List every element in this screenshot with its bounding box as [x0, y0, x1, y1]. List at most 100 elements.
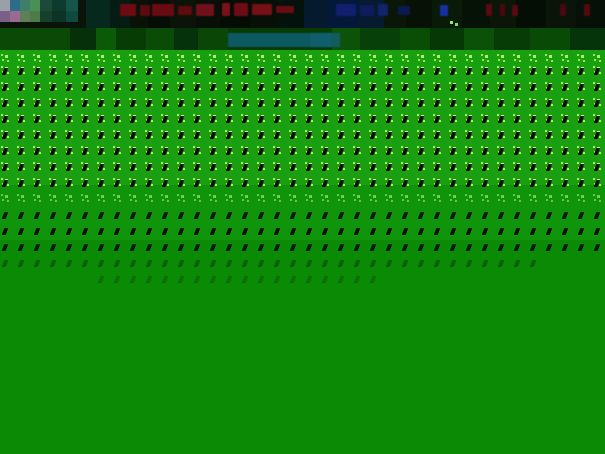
glitch-dot — [535, 60, 537, 62]
glitch-dot — [385, 54, 387, 56]
glitch-dot — [135, 120, 137, 122]
glitch-tick — [177, 276, 185, 283]
glitch-dot — [55, 152, 57, 154]
noise-block — [86, 0, 110, 28]
glitch-dot — [487, 120, 489, 122]
glitched-text-row — [0, 272, 605, 288]
glitch-dot — [385, 130, 387, 132]
glitch-dot — [87, 60, 89, 62]
glitch-dot — [311, 60, 313, 62]
glitch-dot — [535, 120, 537, 122]
ghost-glyph — [120, 4, 136, 16]
glitch-tick — [1, 244, 9, 251]
glitch-tick — [497, 244, 505, 251]
glitch-tick — [401, 244, 409, 251]
glitch-tick — [17, 228, 25, 235]
glitch-dot — [385, 178, 387, 180]
glitch-dot — [290, 199, 292, 201]
glitch-dot — [98, 59, 100, 61]
glitch-dot — [279, 72, 281, 74]
glitch-dot — [577, 178, 579, 180]
glitch-dot — [87, 152, 89, 154]
ghost-glyph — [560, 4, 566, 16]
glitch-dot — [513, 66, 515, 68]
glitch-tick — [177, 260, 185, 267]
glitch-tick — [385, 212, 393, 219]
glitch-dot — [97, 98, 99, 100]
glitch-dot — [449, 66, 451, 68]
glitch-dot — [231, 152, 233, 154]
glitch-tick — [129, 276, 137, 283]
glitch-dot — [289, 130, 291, 132]
mosaic-block — [0, 11, 10, 22]
glitch-dot — [577, 194, 579, 196]
glitch-dot — [65, 82, 67, 84]
glitch-dot — [481, 194, 483, 196]
glitch-dot — [529, 130, 531, 132]
glitch-dot — [263, 88, 265, 90]
glitch-dot — [231, 136, 233, 138]
glitch-dot — [597, 195, 600, 198]
glitch-dot — [423, 152, 425, 154]
glitch-dot — [450, 199, 452, 201]
glitch-dot — [263, 152, 265, 154]
glitch-dot — [193, 178, 195, 180]
glitch-dot — [338, 199, 340, 201]
glitch-dot — [305, 66, 307, 68]
glitch-dot — [450, 59, 452, 61]
glitch-dot — [103, 136, 105, 138]
glitch-dot — [247, 120, 249, 122]
glitch-dot — [487, 136, 489, 138]
glitch-dot — [21, 195, 24, 198]
glitch-dot — [375, 60, 377, 62]
glitch-dot — [247, 88, 249, 90]
glitch-dot — [33, 130, 35, 132]
glitch-tick — [369, 260, 377, 267]
glitch-tick — [81, 260, 89, 267]
glitch-dot — [181, 195, 184, 198]
glitch-dot — [257, 54, 259, 56]
glitch-tick — [65, 212, 73, 219]
glitch-dot — [551, 136, 553, 138]
glitch-dot — [7, 184, 9, 186]
glitch-dot — [193, 98, 195, 100]
glitch-dot — [119, 200, 121, 202]
glitch-dot — [465, 146, 467, 148]
glitch-dot — [561, 114, 563, 116]
glitch-dot — [231, 104, 233, 106]
glitch-dot — [145, 146, 147, 148]
glitch-dot — [599, 72, 601, 74]
glitch-tick — [17, 260, 25, 267]
glitch-dot — [545, 82, 547, 84]
glitch-tick — [49, 228, 57, 235]
glitch-dot — [401, 146, 403, 148]
glitch-dot — [199, 200, 201, 202]
glitch-dot — [49, 146, 51, 148]
glitch-dot — [375, 152, 377, 154]
glitch-dot — [151, 152, 153, 154]
glitch-dot — [215, 136, 217, 138]
glitch-dot — [514, 59, 516, 61]
glitch-dot — [71, 168, 73, 170]
glitch-dot — [433, 66, 435, 68]
glitch-tick — [401, 260, 409, 267]
glitch-dot — [7, 104, 9, 106]
glitch-dot — [343, 60, 345, 62]
glitch-dot — [293, 55, 296, 58]
glitch-dot — [277, 55, 280, 58]
glitch-dot — [23, 136, 25, 138]
noise-block — [278, 0, 304, 28]
glitch-dot — [354, 199, 356, 201]
glitch-dot — [65, 98, 67, 100]
glitch-dot — [529, 162, 531, 164]
glitch-dot — [273, 66, 275, 68]
glitch-dot — [119, 168, 121, 170]
glitch-dot — [55, 184, 57, 186]
glitch-dot — [199, 60, 201, 62]
glitch-dot — [247, 104, 249, 106]
glitch-dot — [535, 184, 537, 186]
glitch-dot — [311, 200, 313, 202]
glitch-tick — [401, 228, 409, 235]
glitch-dot — [583, 136, 585, 138]
glitch-dot — [503, 72, 505, 74]
